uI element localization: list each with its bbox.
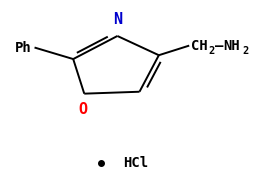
Text: O: O <box>78 102 87 117</box>
Text: —: — <box>215 39 223 53</box>
Text: CH: CH <box>191 39 207 53</box>
Text: 2: 2 <box>209 46 215 56</box>
Text: N: N <box>113 12 122 27</box>
Text: Ph: Ph <box>15 41 32 55</box>
Text: 2: 2 <box>242 46 248 56</box>
Text: HCl: HCl <box>123 156 148 170</box>
Text: NH: NH <box>224 39 240 53</box>
